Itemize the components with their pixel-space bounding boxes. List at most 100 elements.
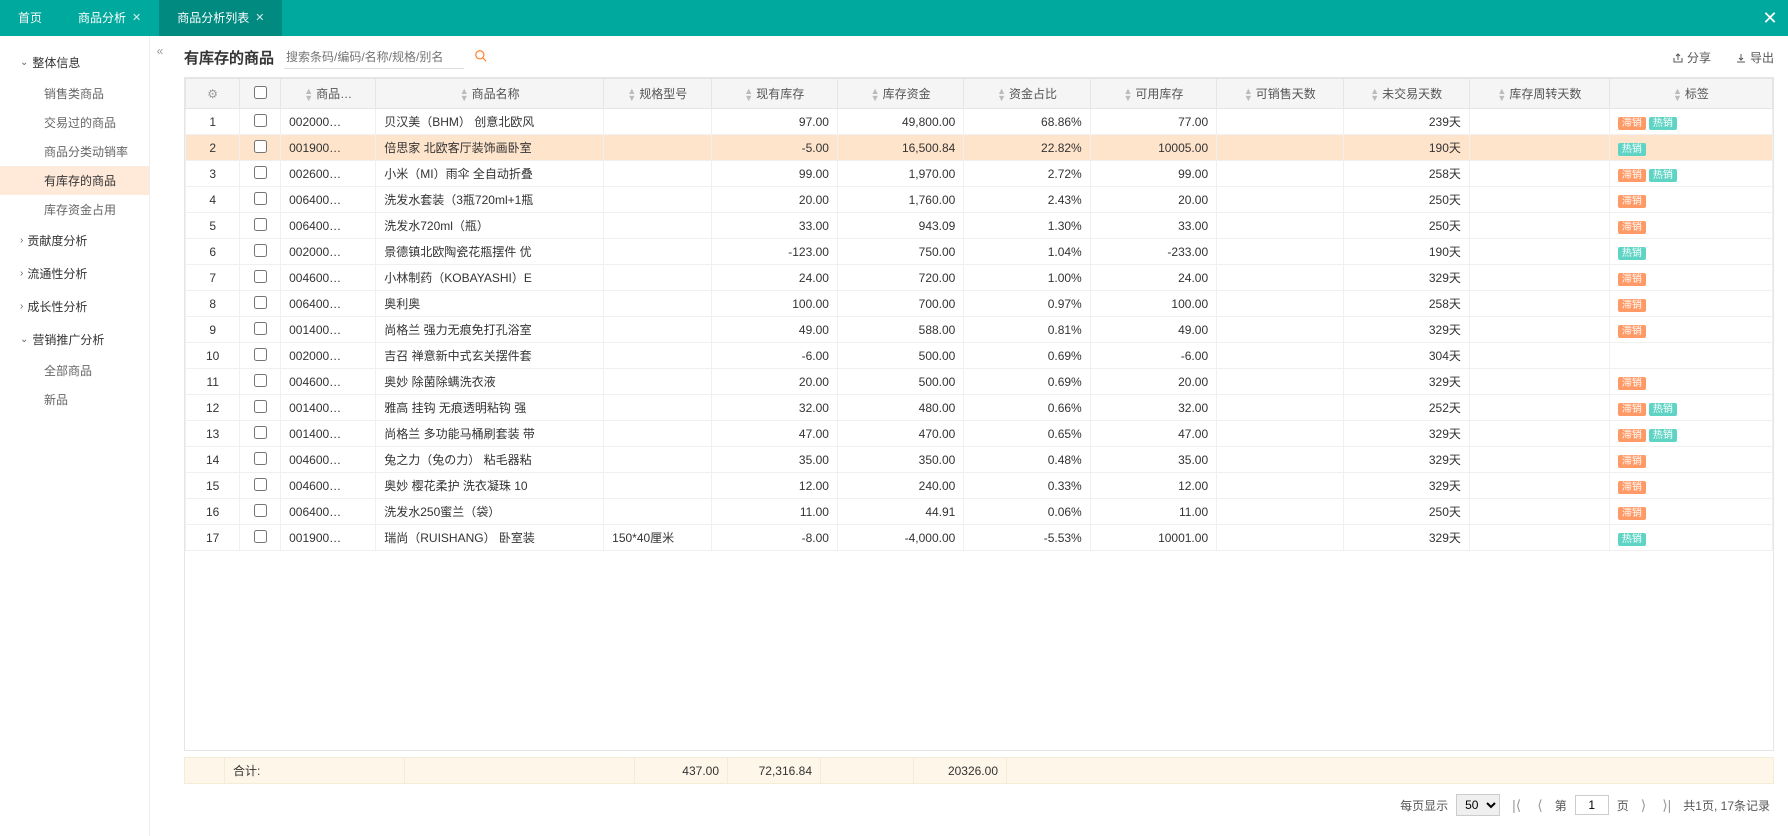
search-input[interactable] xyxy=(284,46,464,69)
tag-badge: 滞销 xyxy=(1618,507,1646,520)
table-row[interactable]: 13001400…尚格兰 多功能马桶刷套装 带47.00470.000.65%4… xyxy=(186,421,1773,447)
nav-item[interactable]: 库存资金占用 xyxy=(0,195,149,224)
tab-首页[interactable]: 首页 xyxy=(0,0,60,36)
row-checkbox[interactable] xyxy=(254,296,267,309)
chevron-icon: › xyxy=(20,235,23,246)
table-row[interactable]: 3002600…小米（MI）雨伞 全自动折叠99.001,970.002.72%… xyxy=(186,161,1773,187)
tag-badge: 热销 xyxy=(1649,117,1677,130)
pager-first-icon[interactable]: |⟨ xyxy=(1508,797,1525,814)
chevron-icon: › xyxy=(20,268,23,279)
tag-badge: 滞销 xyxy=(1618,481,1646,494)
table-row[interactable]: 8006400…奥利奥100.00700.000.97%100.00258天滞销 xyxy=(186,291,1773,317)
column-header[interactable]: ▲▼规格型号 xyxy=(604,79,711,109)
nav-group[interactable]: ›流通性分析 xyxy=(0,257,149,290)
summary-row: 合计: 437.00 72,316.84 20326.00 xyxy=(185,758,1774,784)
tab-商品分析列表[interactable]: 商品分析列表✕ xyxy=(159,0,282,36)
tag-badge: 滞销 xyxy=(1618,429,1646,442)
select-all-checkbox[interactable] xyxy=(254,86,267,99)
table-row[interactable]: 17001900…瑞尚（RUISHANG） 卧室装150*40厘米-8.00-4… xyxy=(186,525,1773,551)
tag-badge: 滞销 xyxy=(1618,299,1646,312)
tag-badge: 滞销 xyxy=(1618,117,1646,130)
table-row[interactable]: 15004600…奥妙 樱花柔护 洗衣凝珠 1012.00240.000.33%… xyxy=(186,473,1773,499)
pager-next-icon[interactable]: ⟩ xyxy=(1637,797,1650,814)
pager-last-icon[interactable]: ⟩| xyxy=(1658,797,1675,814)
table-row[interactable]: 7004600…小林制药（KOBAYASHI）E24.00720.001.00%… xyxy=(186,265,1773,291)
close-icon[interactable]: ✕ xyxy=(255,0,264,36)
row-checkbox[interactable] xyxy=(254,114,267,127)
column-header[interactable]: ▲▼标签 xyxy=(1609,79,1772,109)
tag-badge: 热销 xyxy=(1649,169,1677,182)
table-row[interactable]: 10002000…吉召 禅意新中式玄关摆件套-6.00500.000.69%-6… xyxy=(186,343,1773,369)
column-header[interactable]: ▲▼可销售天数 xyxy=(1217,79,1343,109)
row-checkbox[interactable] xyxy=(254,426,267,439)
column-header[interactable]: ▲▼未交易天数 xyxy=(1343,79,1469,109)
nav-item[interactable]: 有库存的商品 xyxy=(0,166,149,195)
tag-badge: 滞销 xyxy=(1618,377,1646,390)
table-row[interactable]: 16006400…洗发水250蜜兰（袋）11.0044.910.06%11.00… xyxy=(186,499,1773,525)
page-size-select[interactable]: 50 xyxy=(1456,794,1500,816)
tag-badge: 热销 xyxy=(1649,429,1677,442)
tag-badge: 热销 xyxy=(1618,143,1646,156)
table-row[interactable]: 5006400…洗发水720ml（瓶）33.00943.091.30%33.00… xyxy=(186,213,1773,239)
tag-badge: 滞销 xyxy=(1618,273,1646,286)
nav-group[interactable]: ›成长性分析 xyxy=(0,290,149,323)
row-checkbox[interactable] xyxy=(254,504,267,517)
nav-item[interactable]: 交易过的商品 xyxy=(0,108,149,137)
sidebar-collapse-button[interactable]: « xyxy=(150,36,170,836)
pager-prev-icon[interactable]: ⟨ xyxy=(1533,797,1546,814)
nav-item[interactable]: 商品分类动销率 xyxy=(0,137,149,166)
row-checkbox[interactable] xyxy=(254,478,267,491)
table-row[interactable]: 4006400…洗发水套装（3瓶720ml+1瓶20.001,760.002.4… xyxy=(186,187,1773,213)
table-row[interactable]: 11004600…奥妙 除菌除螨洗衣液20.00500.000.69%20.00… xyxy=(186,369,1773,395)
table-row[interactable]: 9001400…尚格兰 强力无痕免打孔浴室49.00588.000.81%49.… xyxy=(186,317,1773,343)
row-checkbox[interactable] xyxy=(254,374,267,387)
column-header[interactable] xyxy=(240,79,281,109)
nav-group[interactable]: ⌄整体信息 xyxy=(0,46,149,79)
column-header[interactable]: ▲▼可用库存 xyxy=(1090,79,1216,109)
row-checkbox[interactable] xyxy=(254,348,267,361)
row-checkbox[interactable] xyxy=(254,452,267,465)
nav-item[interactable]: 销售类商品 xyxy=(0,79,149,108)
row-checkbox[interactable] xyxy=(254,322,267,335)
column-header[interactable]: ▲▼库存资金 xyxy=(837,79,963,109)
nav-group[interactable]: ⌄营销推广分析 xyxy=(0,323,149,356)
tab-商品分析[interactable]: 商品分析✕ xyxy=(60,0,159,36)
column-header[interactable]: ▲▼商品名称 xyxy=(376,79,604,109)
table-row[interactable]: 1002000…贝汉美（BHM） 创意北欧风97.0049,800.0068.8… xyxy=(186,109,1773,135)
nav-item[interactable]: 全部商品 xyxy=(0,356,149,385)
row-checkbox[interactable] xyxy=(254,192,267,205)
search-icon[interactable] xyxy=(474,49,488,66)
close-icon[interactable]: ✕ xyxy=(132,0,141,36)
nav-group[interactable]: ›贡献度分析 xyxy=(0,224,149,257)
table-row[interactable]: 12001400…雅高 挂钩 无痕透明粘钩 强32.00480.000.66%3… xyxy=(186,395,1773,421)
column-header[interactable]: ▲▼资金占比 xyxy=(964,79,1090,109)
share-button[interactable]: 分享 xyxy=(1672,49,1711,66)
tag-badge: 滞销 xyxy=(1618,455,1646,468)
page-title: 有库存的商品 xyxy=(184,47,274,68)
row-checkbox[interactable] xyxy=(254,270,267,283)
row-checkbox[interactable] xyxy=(254,140,267,153)
tag-badge: 滞销 xyxy=(1618,325,1646,338)
tag-badge: 滞销 xyxy=(1618,221,1646,234)
nav-item[interactable]: 新品 xyxy=(0,385,149,414)
row-checkbox[interactable] xyxy=(254,530,267,543)
column-header[interactable]: ▲▼商品… xyxy=(281,79,376,109)
row-checkbox[interactable] xyxy=(254,244,267,257)
gear-icon[interactable]: ⚙ xyxy=(207,87,218,101)
table-row[interactable]: 2001900…倍思家 北欧客厅装饰画卧室-5.0016,500.8422.82… xyxy=(186,135,1773,161)
tag-badge: 滞销 xyxy=(1618,195,1646,208)
column-header[interactable]: ▲▼库存周转天数 xyxy=(1469,79,1609,109)
close-all-icon[interactable]: ✕ xyxy=(1752,0,1788,36)
tag-badge: 热销 xyxy=(1618,533,1646,546)
tag-badge: 滞销 xyxy=(1618,169,1646,182)
row-checkbox[interactable] xyxy=(254,166,267,179)
table-row[interactable]: 6002000…景德镇北欧陶瓷花瓶摆件 优-123.00750.001.04%-… xyxy=(186,239,1773,265)
tag-badge: 热销 xyxy=(1649,403,1677,416)
column-header[interactable]: ⚙ xyxy=(186,79,240,109)
export-button[interactable]: 导出 xyxy=(1735,49,1774,66)
table-row[interactable]: 14004600…兔之力（兔の力） 粘毛器粘35.00350.000.48%35… xyxy=(186,447,1773,473)
page-input[interactable] xyxy=(1575,795,1609,815)
row-checkbox[interactable] xyxy=(254,218,267,231)
row-checkbox[interactable] xyxy=(254,400,267,413)
column-header[interactable]: ▲▼现有库存 xyxy=(711,79,837,109)
